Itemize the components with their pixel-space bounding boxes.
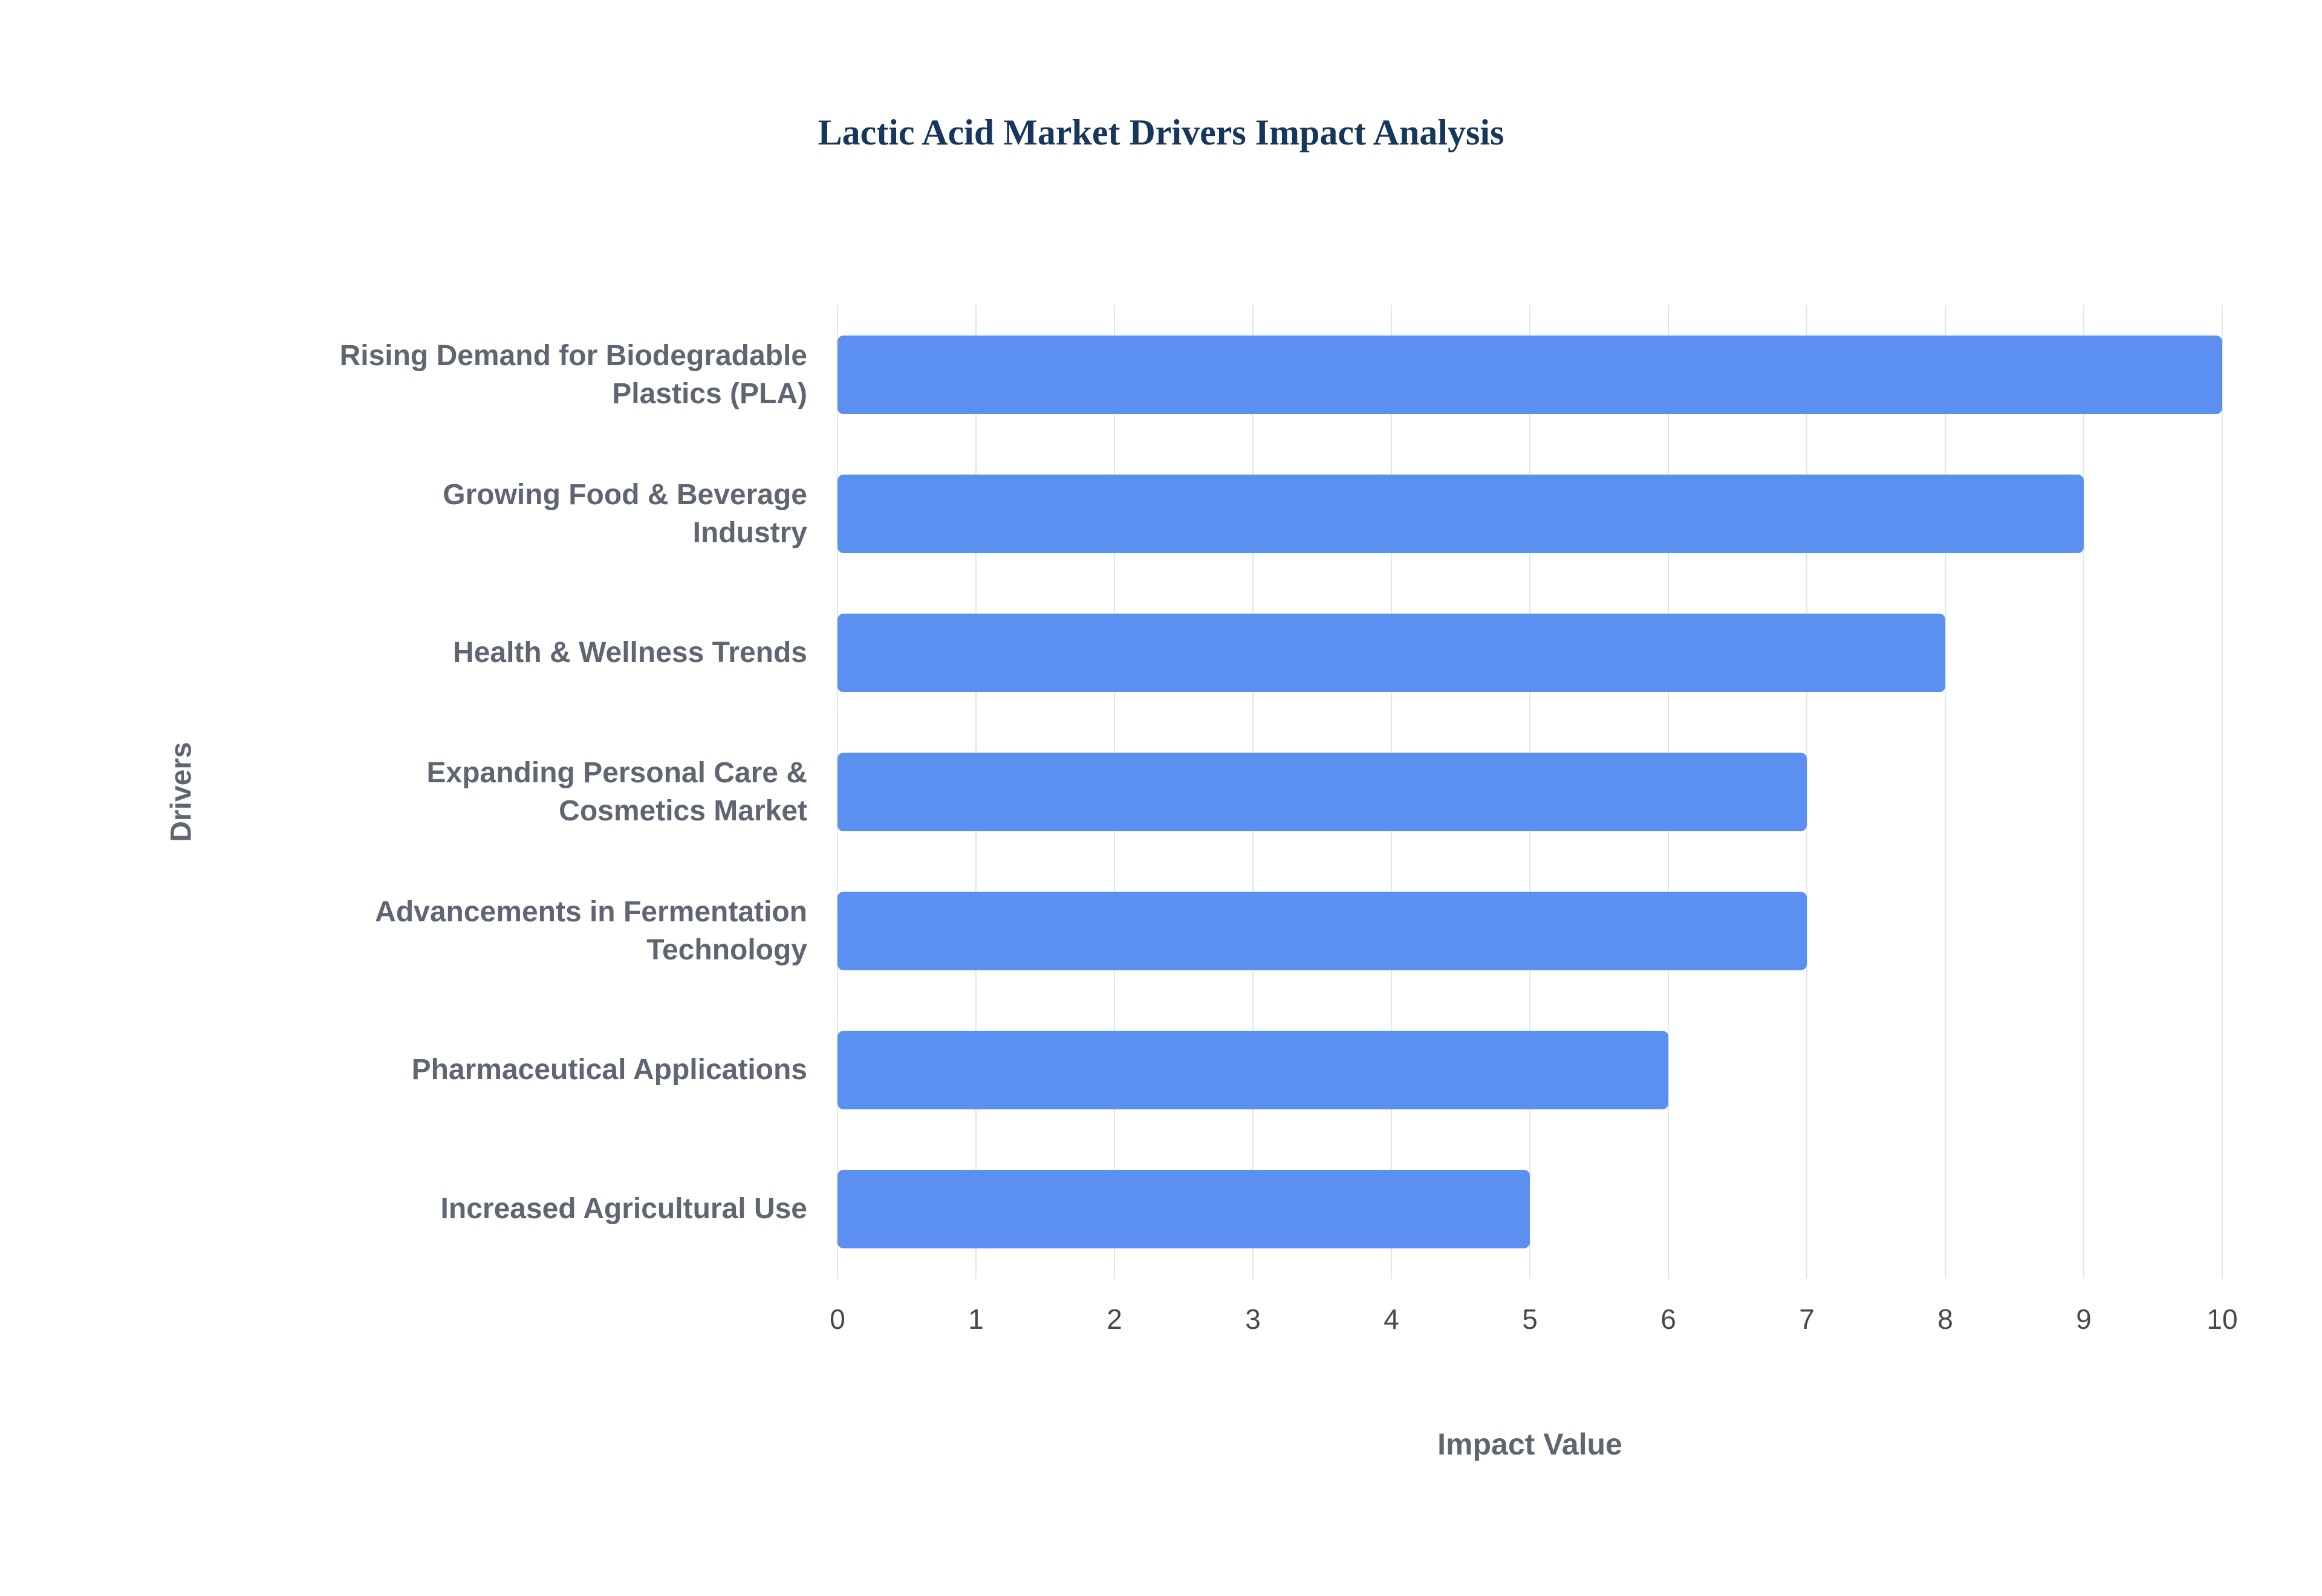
category-label: Pharmaceutical Applications: [411, 1054, 807, 1086]
category-label: Increased Agricultural Use: [440, 1193, 807, 1225]
category-label: Expanding Personal Care & Cosmetics Mark…: [426, 756, 807, 827]
x-tick-label: 6: [1660, 1303, 1676, 1335]
x-tick-label: 0: [830, 1303, 845, 1335]
bar[interactable]: [837, 336, 2222, 414]
bar[interactable]: [837, 1031, 1668, 1109]
bar[interactable]: [837, 475, 2084, 553]
x-tick-label: 9: [2076, 1303, 2092, 1335]
x-tick-label: 2: [1107, 1303, 1122, 1335]
bar[interactable]: [837, 753, 1807, 831]
gridline: [2222, 305, 2223, 1279]
x-tick-label: 10: [2207, 1303, 2238, 1335]
x-tick-label: 5: [1522, 1303, 1538, 1335]
bar[interactable]: [837, 1170, 1530, 1248]
gridline: [2083, 305, 2084, 1279]
x-tick-label: 3: [1245, 1303, 1261, 1335]
gridline: [1945, 305, 1946, 1279]
gridline: [1806, 305, 1807, 1279]
category-labels: Rising Demand for Biodegradable Plastics…: [330, 305, 807, 1279]
x-tick-label: 7: [1799, 1303, 1815, 1335]
x-tick-label: 8: [1937, 1303, 1953, 1335]
bar[interactable]: [837, 892, 1807, 970]
plot-area: [837, 305, 2223, 1279]
x-axis-title: Impact Value: [1437, 1427, 1622, 1461]
category-label: Health & Wellness Trends: [453, 637, 807, 669]
bar[interactable]: [837, 614, 1945, 692]
y-axis-title: Drivers: [165, 742, 198, 842]
category-label: Advancements in Fermentation Technology: [375, 895, 807, 966]
category-label: Rising Demand for Biodegradable Plastics…: [339, 339, 807, 410]
category-label: Growing Food & Beverage Industry: [443, 478, 807, 549]
x-tick-label: 4: [1384, 1303, 1399, 1335]
x-axis-ticks: 0 1 2 3 4 5 6 7 8 9 10: [830, 1303, 2237, 1345]
x-tick-label: 1: [968, 1303, 984, 1335]
chart-title: Lactic Acid Market Drivers Impact Analys…: [818, 112, 1504, 152]
